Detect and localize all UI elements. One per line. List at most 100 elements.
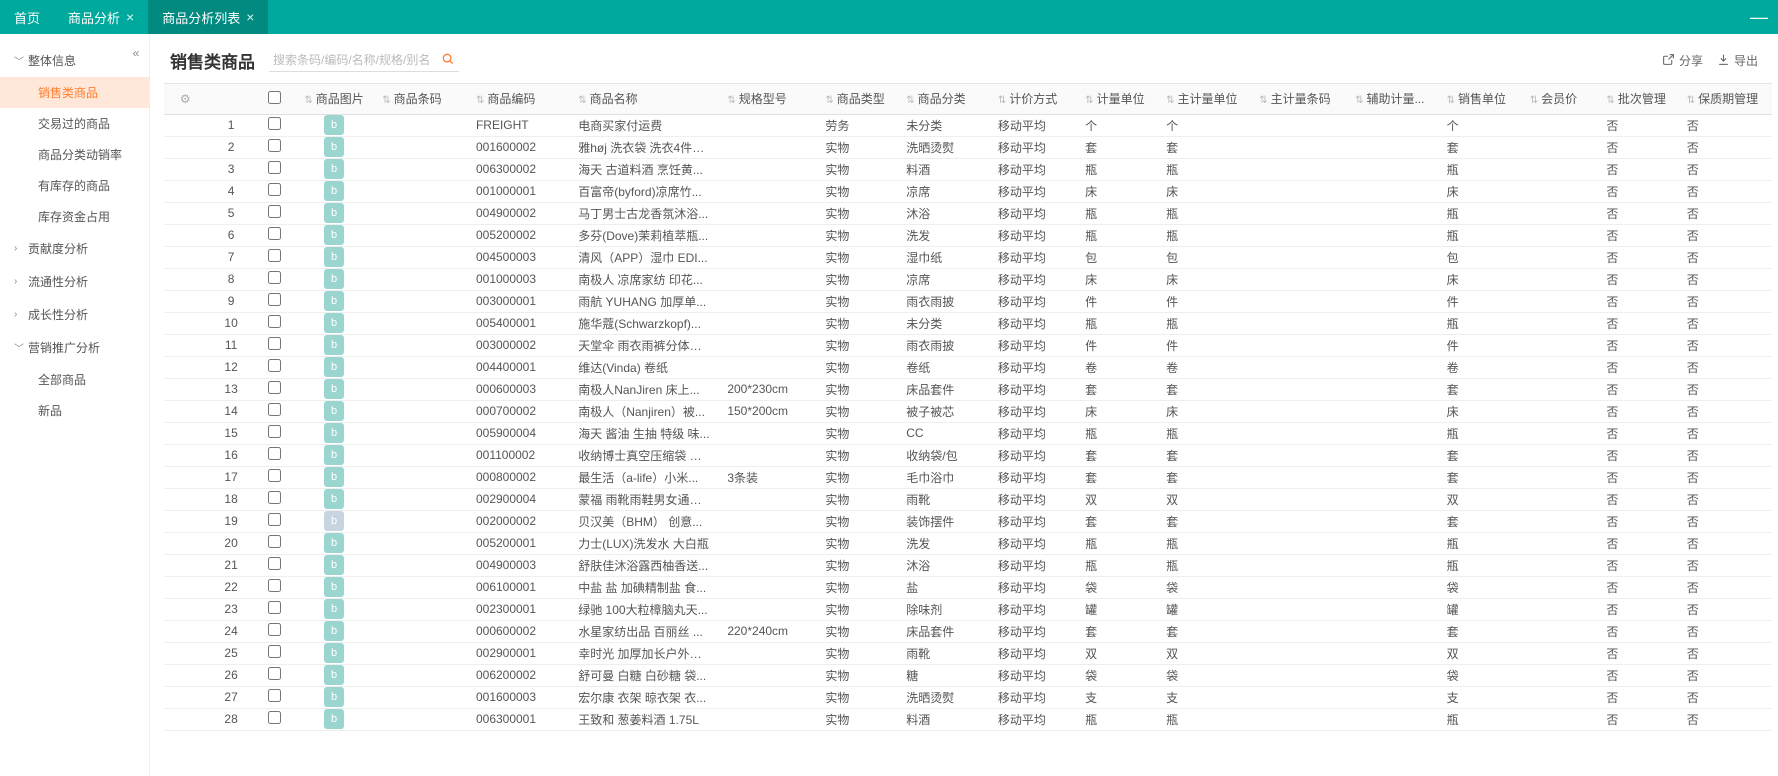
table-row[interactable]: 22b006100001中盐 盐 加碘精制盐 食...实物盐移动平均袋袋袋否否 [164,576,1772,598]
row-checkbox[interactable] [268,645,281,658]
col-header-batch[interactable]: ⇅批次管理 [1598,84,1678,114]
table-scroll[interactable]: ⚙⇅商品图片⇅商品条码⇅商品编码⇅商品名称⇅规格型号⇅商品类型⇅商品分类⇅计价方… [164,83,1772,770]
sidebar-item-交易过的商品[interactable]: 交易过的商品 [0,108,149,139]
col-header-barcode[interactable]: ⇅商品条码 [374,84,468,114]
row-checkbox[interactable] [268,469,281,482]
sidebar-item-销售类商品[interactable]: 销售类商品 [0,77,149,108]
table-row[interactable]: 18b002900004蒙福 雨靴雨鞋男女通用...实物雨靴移动平均双双双否否 [164,488,1772,510]
row-checkbox[interactable] [268,227,281,240]
row-checkbox[interactable] [268,513,281,526]
row-checkbox[interactable] [268,161,281,174]
table-row[interactable]: 5b004900002马丁男士古龙香氛沐浴...实物沐浴移动平均瓶瓶瓶否否 [164,202,1772,224]
sidebar-group-贡献度分析[interactable]: ›贡献度分析 [0,232,149,265]
table-row[interactable]: 12b004400001维达(Vinda) 卷纸实物卷纸移动平均卷卷卷否否 [164,356,1772,378]
table-row[interactable]: 6b005200002多芬(Dove)茉莉植萃瓶...实物洗发移动平均瓶瓶瓶否否 [164,224,1772,246]
row-checkbox[interactable] [268,667,281,680]
sidebar-item-新品[interactable]: 新品 [0,395,149,426]
row-checkbox[interactable] [268,403,281,416]
table-row[interactable]: 27b001600003宏尔康 衣架 晾衣架 衣...实物洗晒烫熨移动平均支支支… [164,686,1772,708]
table-row[interactable]: 20b005200001力士(LUX)洗发水 大白瓶实物洗发移动平均瓶瓶瓶否否 [164,532,1772,554]
table-row[interactable]: 1bFREIGHT电商买家付运费劳务未分类移动平均个个个否否 [164,114,1772,136]
sidebar-group-营销推广分析[interactable]: ﹀营销推广分析 [0,331,149,364]
search-icon[interactable] [441,52,455,69]
table-row[interactable]: 4b001000001百富帝(byford)凉席竹...实物凉席移动平均床床床否… [164,180,1772,202]
minimize-button[interactable]: — [1750,0,1768,34]
table-row[interactable]: 17b000800002最生活（a-life）小米...3条装实物毛巾浴巾移动平… [164,466,1772,488]
table-row[interactable]: 14b000700002南极人（Nanjiren）被...150*200cm实物… [164,400,1772,422]
col-header-unit[interactable]: ⇅计量单位 [1077,84,1158,114]
col-header-spec[interactable]: ⇅规格型号 [719,84,817,114]
table-row[interactable]: 25b002900001幸时光 加厚加长户外一...实物雨靴移动平均双双双否否 [164,642,1772,664]
table-row[interactable]: 19b002000002贝汉美（BHM） 创意...实物装饰摆件移动平均套套套否… [164,510,1772,532]
row-checkbox[interactable] [268,491,281,504]
row-checkbox[interactable] [268,117,281,130]
table-row[interactable]: 10b005400001施华蔻(Schwarzkopf)...实物未分类移动平均… [164,312,1772,334]
row-checkbox[interactable] [268,447,281,460]
col-header-type[interactable]: ⇅商品类型 [817,84,898,114]
col-header-code[interactable]: ⇅商品编码 [468,84,570,114]
col-header-member[interactable]: ⇅会员价 [1522,84,1599,114]
table-row[interactable]: 28b006300001王致和 葱姜料酒 1.75L实物料酒移动平均瓶瓶瓶否否 [164,708,1772,730]
row-checkbox[interactable] [268,249,281,262]
table-row[interactable]: 2b001600002雅høj 洗衣袋 洗衣4件套...实物洗晒烫熨移动平均套套… [164,136,1772,158]
col-header-price[interactable]: ⇅计价方式 [990,84,1077,114]
row-checkbox[interactable] [268,623,281,636]
col-header-mainunit[interactable]: ⇅主计量单位 [1158,84,1251,114]
col-header-saleunit[interactable]: ⇅销售单位 [1439,84,1522,114]
sidebar-item-有库存的商品[interactable]: 有库存的商品 [0,170,149,201]
table-row[interactable]: 11b003000002天堂伞 雨衣雨裤分体套...实物雨衣雨披移动平均件件件否… [164,334,1772,356]
row-checkbox[interactable] [268,557,281,570]
share-button[interactable]: 分享 [1662,52,1703,69]
row-checkbox[interactable] [268,139,281,152]
table-row[interactable]: 13b000600003南极人NanJiren 床上...200*230cm实物… [164,378,1772,400]
row-checkbox[interactable] [268,183,281,196]
col-header-auxunit[interactable]: ⇅辅助计量... [1347,84,1439,114]
cell-member [1522,224,1599,246]
sidebar-group-流通性分析[interactable]: ›流通性分析 [0,265,149,298]
row-checkbox[interactable] [268,711,281,724]
col-header-mainbar[interactable]: ⇅主计量条码 [1251,84,1347,114]
tab-商品分析列表[interactable]: 商品分析列表× [148,0,268,34]
row-checkbox[interactable] [268,359,281,372]
table-row[interactable]: 8b001000003南极人 凉席家纺 印花...实物凉席移动平均床床床否否 [164,268,1772,290]
close-icon[interactable]: × [246,10,254,24]
search-input[interactable] [273,53,441,67]
cell-mainbar [1251,290,1347,312]
row-checkbox[interactable] [268,271,281,284]
row-checkbox[interactable] [268,205,281,218]
row-checkbox[interactable] [268,601,281,614]
export-button[interactable]: 导出 [1717,52,1758,69]
row-checkbox[interactable] [268,535,281,548]
tab-首页[interactable]: 首页 [0,0,54,34]
col-header-cat[interactable]: ⇅商品分类 [898,84,990,114]
table-row[interactable]: 7b004500003清风（APP）湿巾 EDI...实物湿巾纸移动平均包包包否… [164,246,1772,268]
row-checkbox[interactable] [268,337,281,350]
table-row[interactable]: 3b006300002海天 古道料酒 烹饪黄...实物料酒移动平均瓶瓶瓶否否 [164,158,1772,180]
table-row[interactable]: 24b000600002水星家纺出品 百丽丝 ...220*240cm实物床品套… [164,620,1772,642]
sidebar-item-商品分类动销率[interactable]: 商品分类动销率 [0,139,149,170]
row-checkbox[interactable] [268,425,281,438]
table-row[interactable]: 9b003000001雨航 YUHANG 加厚单...实物雨衣雨披移动平均件件件… [164,290,1772,312]
cell-img: b [294,422,374,444]
cell-spec: 200*230cm [719,378,817,400]
table-row[interactable]: 21b004900003舒肤佳沐浴露西柚香送...实物沐浴移动平均瓶瓶瓶否否 [164,554,1772,576]
table-row[interactable]: 26b006200002舒可曼 白糖 白砂糖 袋...实物糖移动平均袋袋袋否否 [164,664,1772,686]
row-checkbox[interactable] [268,579,281,592]
sidebar-item-全部商品[interactable]: 全部商品 [0,364,149,395]
row-checkbox[interactable] [268,315,281,328]
sidebar-collapse-button[interactable]: « [127,44,145,62]
table-row[interactable]: 23b002300001绿驰 100大粒樟脑丸天...实物除味剂移动平均罐罐罐否… [164,598,1772,620]
col-header-img[interactable]: ⇅商品图片 [294,84,374,114]
table-row[interactable]: 16b001100002收纳博士真空压缩袋 收...实物收纳袋/包移动平均套套套… [164,444,1772,466]
col-header-shelf[interactable]: ⇅保质期管理 [1679,84,1772,114]
sidebar-item-库存资金占用[interactable]: 库存资金占用 [0,201,149,232]
col-header-name[interactable]: ⇅商品名称 [570,84,719,114]
row-checkbox[interactable] [268,293,281,306]
table-row[interactable]: 15b005900004海天 酱油 生抽 特级 味...实物CC移动平均瓶瓶瓶否… [164,422,1772,444]
tab-商品分析[interactable]: 商品分析× [54,0,148,34]
sidebar-group-成长性分析[interactable]: ›成长性分析 [0,298,149,331]
row-checkbox[interactable] [268,381,281,394]
close-icon[interactable]: × [126,10,134,24]
select-all-checkbox[interactable] [268,91,281,104]
row-checkbox[interactable] [268,689,281,702]
